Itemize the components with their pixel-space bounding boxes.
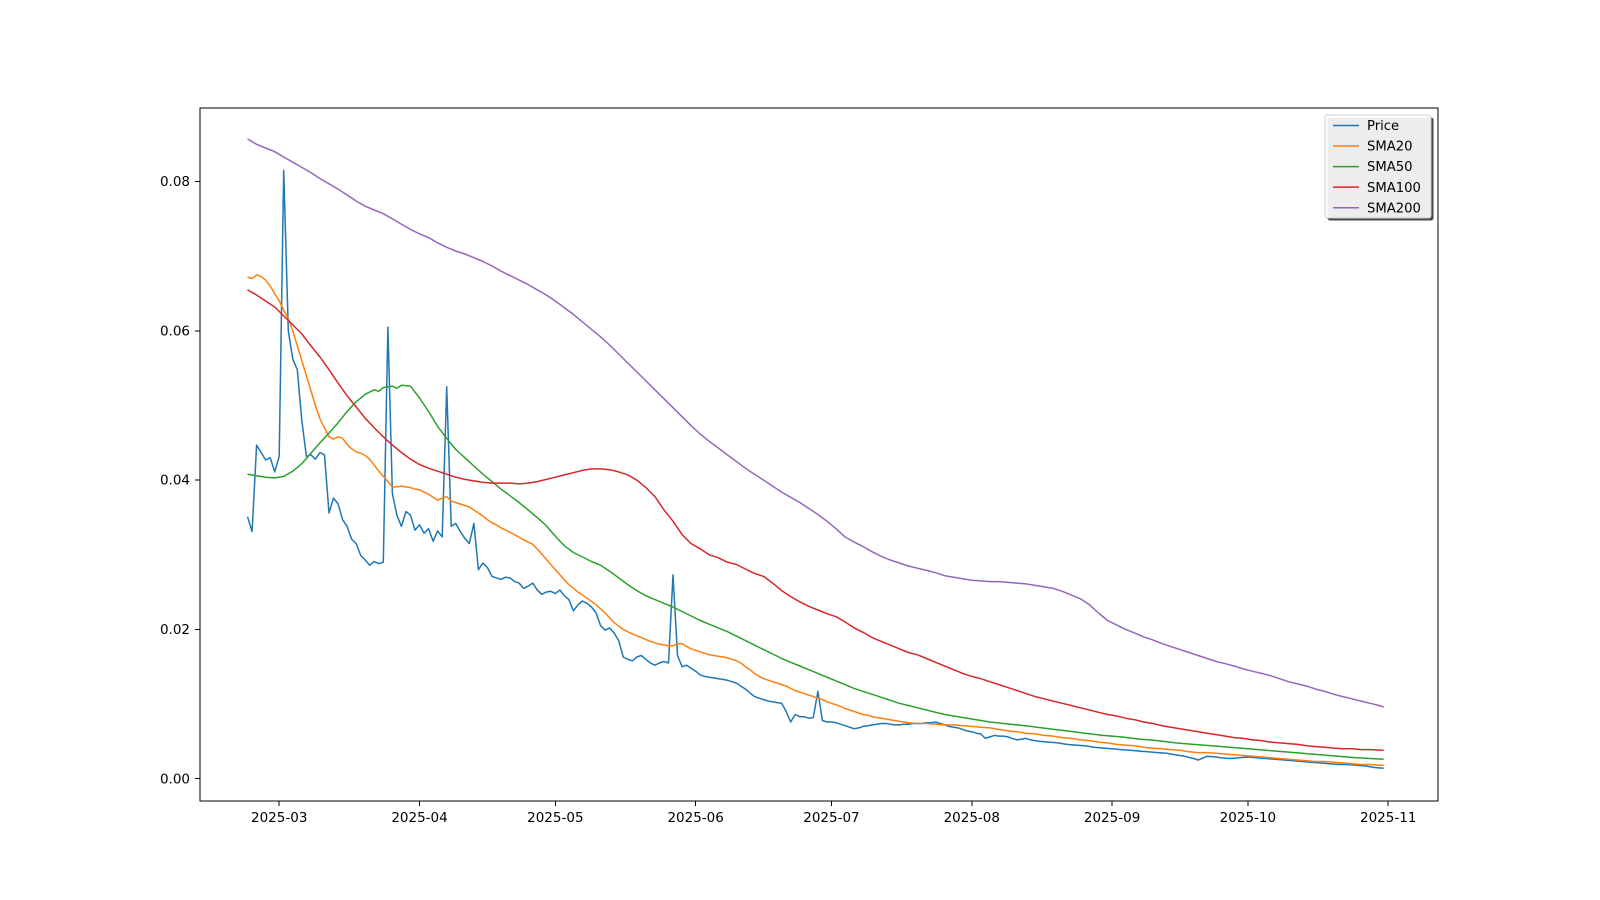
y-tick-label: 0.00 — [160, 771, 190, 787]
series-line-sma200 — [247, 138, 1384, 708]
y-tick-label: 0.08 — [160, 174, 190, 190]
x-tick-label: 2025-08 — [944, 810, 1000, 826]
x-tick-label: 2025-11 — [1360, 810, 1416, 826]
legend-entry-price: Price — [1333, 119, 1399, 134]
x-axis: 2025-03 2025-04 2025-05 2025-06 2025-07 2025-… — [251, 801, 1416, 826]
legend-box — [1324, 114, 1432, 219]
x-tick-label: 2025-07 — [803, 810, 859, 826]
y-tick-label: 0.06 — [160, 323, 190, 339]
legend-label: SMA100 — [1367, 181, 1421, 196]
series-line-price — [246, 169, 1384, 769]
x-tick-label: 2025-10 — [1220, 810, 1276, 826]
y-tick-label: 0.02 — [160, 622, 190, 638]
y-tick-label: 0.04 — [160, 473, 190, 489]
legend-label: SMA200 — [1367, 201, 1421, 216]
legend-entry-sma100: SMA100 — [1333, 181, 1421, 196]
legend: Price SMA20 SMA50 SMA100 SMA200 — [1324, 114, 1434, 221]
series-line-sma100 — [247, 289, 1384, 752]
y-axis: 0.00 0.02 0.04 0.06 0.08 — [160, 174, 200, 787]
x-tick-label: 2025-05 — [527, 810, 583, 826]
legend-entry-sma20: SMA20 — [1333, 140, 1413, 155]
legend-label: Price — [1367, 119, 1399, 134]
series-lines — [246, 138, 1384, 769]
legend-entry-sma50: SMA50 — [1333, 160, 1413, 175]
legend-label: SMA20 — [1367, 140, 1413, 155]
x-tick-label: 2025-04 — [391, 810, 447, 826]
x-tick-label: 2025-03 — [251, 810, 307, 826]
axes-frame — [199, 107, 1439, 802]
legend-label: SMA50 — [1367, 160, 1413, 175]
x-tick-label: 2025-06 — [667, 810, 723, 826]
legend-entry-sma200: SMA200 — [1333, 201, 1421, 216]
series-line-sma50 — [247, 384, 1384, 761]
x-tick-label: 2025-09 — [1084, 810, 1140, 826]
series-line-sma20 — [247, 274, 1384, 766]
